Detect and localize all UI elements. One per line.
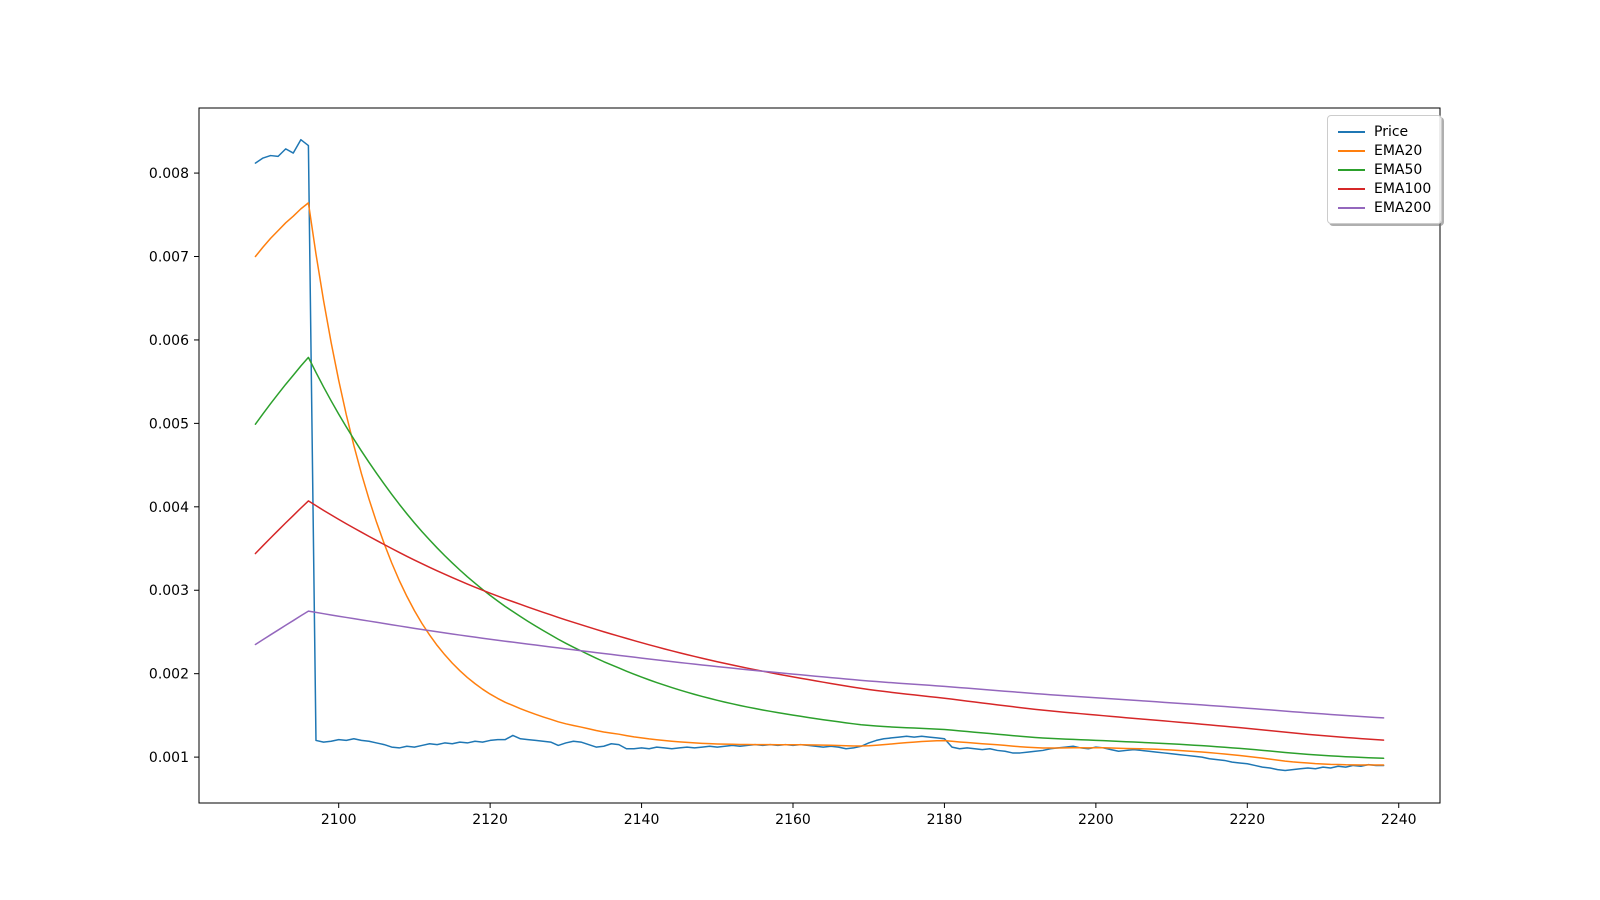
- x-tick-label: 2100: [321, 812, 357, 828]
- legend-swatch-price: [1338, 130, 1365, 133]
- legend-swatch-ema200: [1338, 206, 1365, 209]
- y-tick-label: 0.008: [149, 166, 189, 182]
- y-tick-label: 0.007: [149, 250, 189, 266]
- series-line-ema100: [254, 500, 1385, 741]
- legend-swatch-ema100: [1338, 187, 1365, 190]
- x-tick-label: 2180: [927, 812, 963, 828]
- y-tick-label: 0.003: [149, 583, 189, 599]
- legend-swatch-ema50: [1338, 168, 1365, 171]
- y-tick-label: 0.006: [149, 333, 189, 349]
- series-line-ema50: [254, 356, 1385, 760]
- series-line-price: [254, 138, 1385, 772]
- legend-label: EMA100: [1374, 180, 1432, 197]
- legend-label: Price: [1374, 123, 1409, 140]
- legend-item-ema100: EMA100: [1338, 179, 1431, 198]
- y-tick-label: 0.002: [149, 667, 189, 683]
- series-line-ema200: [254, 610, 1385, 719]
- legend-label: EMA50: [1374, 161, 1423, 178]
- legend-item-price: Price: [1338, 122, 1431, 141]
- y-tick-label: 0.005: [149, 416, 189, 432]
- legend-label: EMA20: [1374, 142, 1423, 159]
- x-tick-label: 2160: [775, 812, 811, 828]
- legend: Price EMA20 EMA50 EMA100 EMA200: [1327, 115, 1443, 224]
- legend-item-ema20: EMA20: [1338, 141, 1431, 160]
- legend-item-ema50: EMA50: [1338, 160, 1431, 179]
- x-tick-label: 2240: [1381, 812, 1417, 828]
- y-tick-label: 0.004: [149, 500, 189, 516]
- x-tick-label: 2220: [1229, 812, 1265, 828]
- series-line-ema20: [254, 202, 1385, 766]
- y-tick-label: 0.001: [149, 750, 189, 766]
- legend-label: EMA200: [1374, 199, 1432, 216]
- x-tick-label: 2120: [472, 812, 508, 828]
- x-tick-label: 2200: [1078, 812, 1114, 828]
- legend-swatch-ema20: [1338, 149, 1365, 152]
- x-tick-label: 2140: [624, 812, 660, 828]
- plot-frame: [198, 107, 1441, 804]
- legend-item-ema200: EMA200: [1338, 198, 1431, 217]
